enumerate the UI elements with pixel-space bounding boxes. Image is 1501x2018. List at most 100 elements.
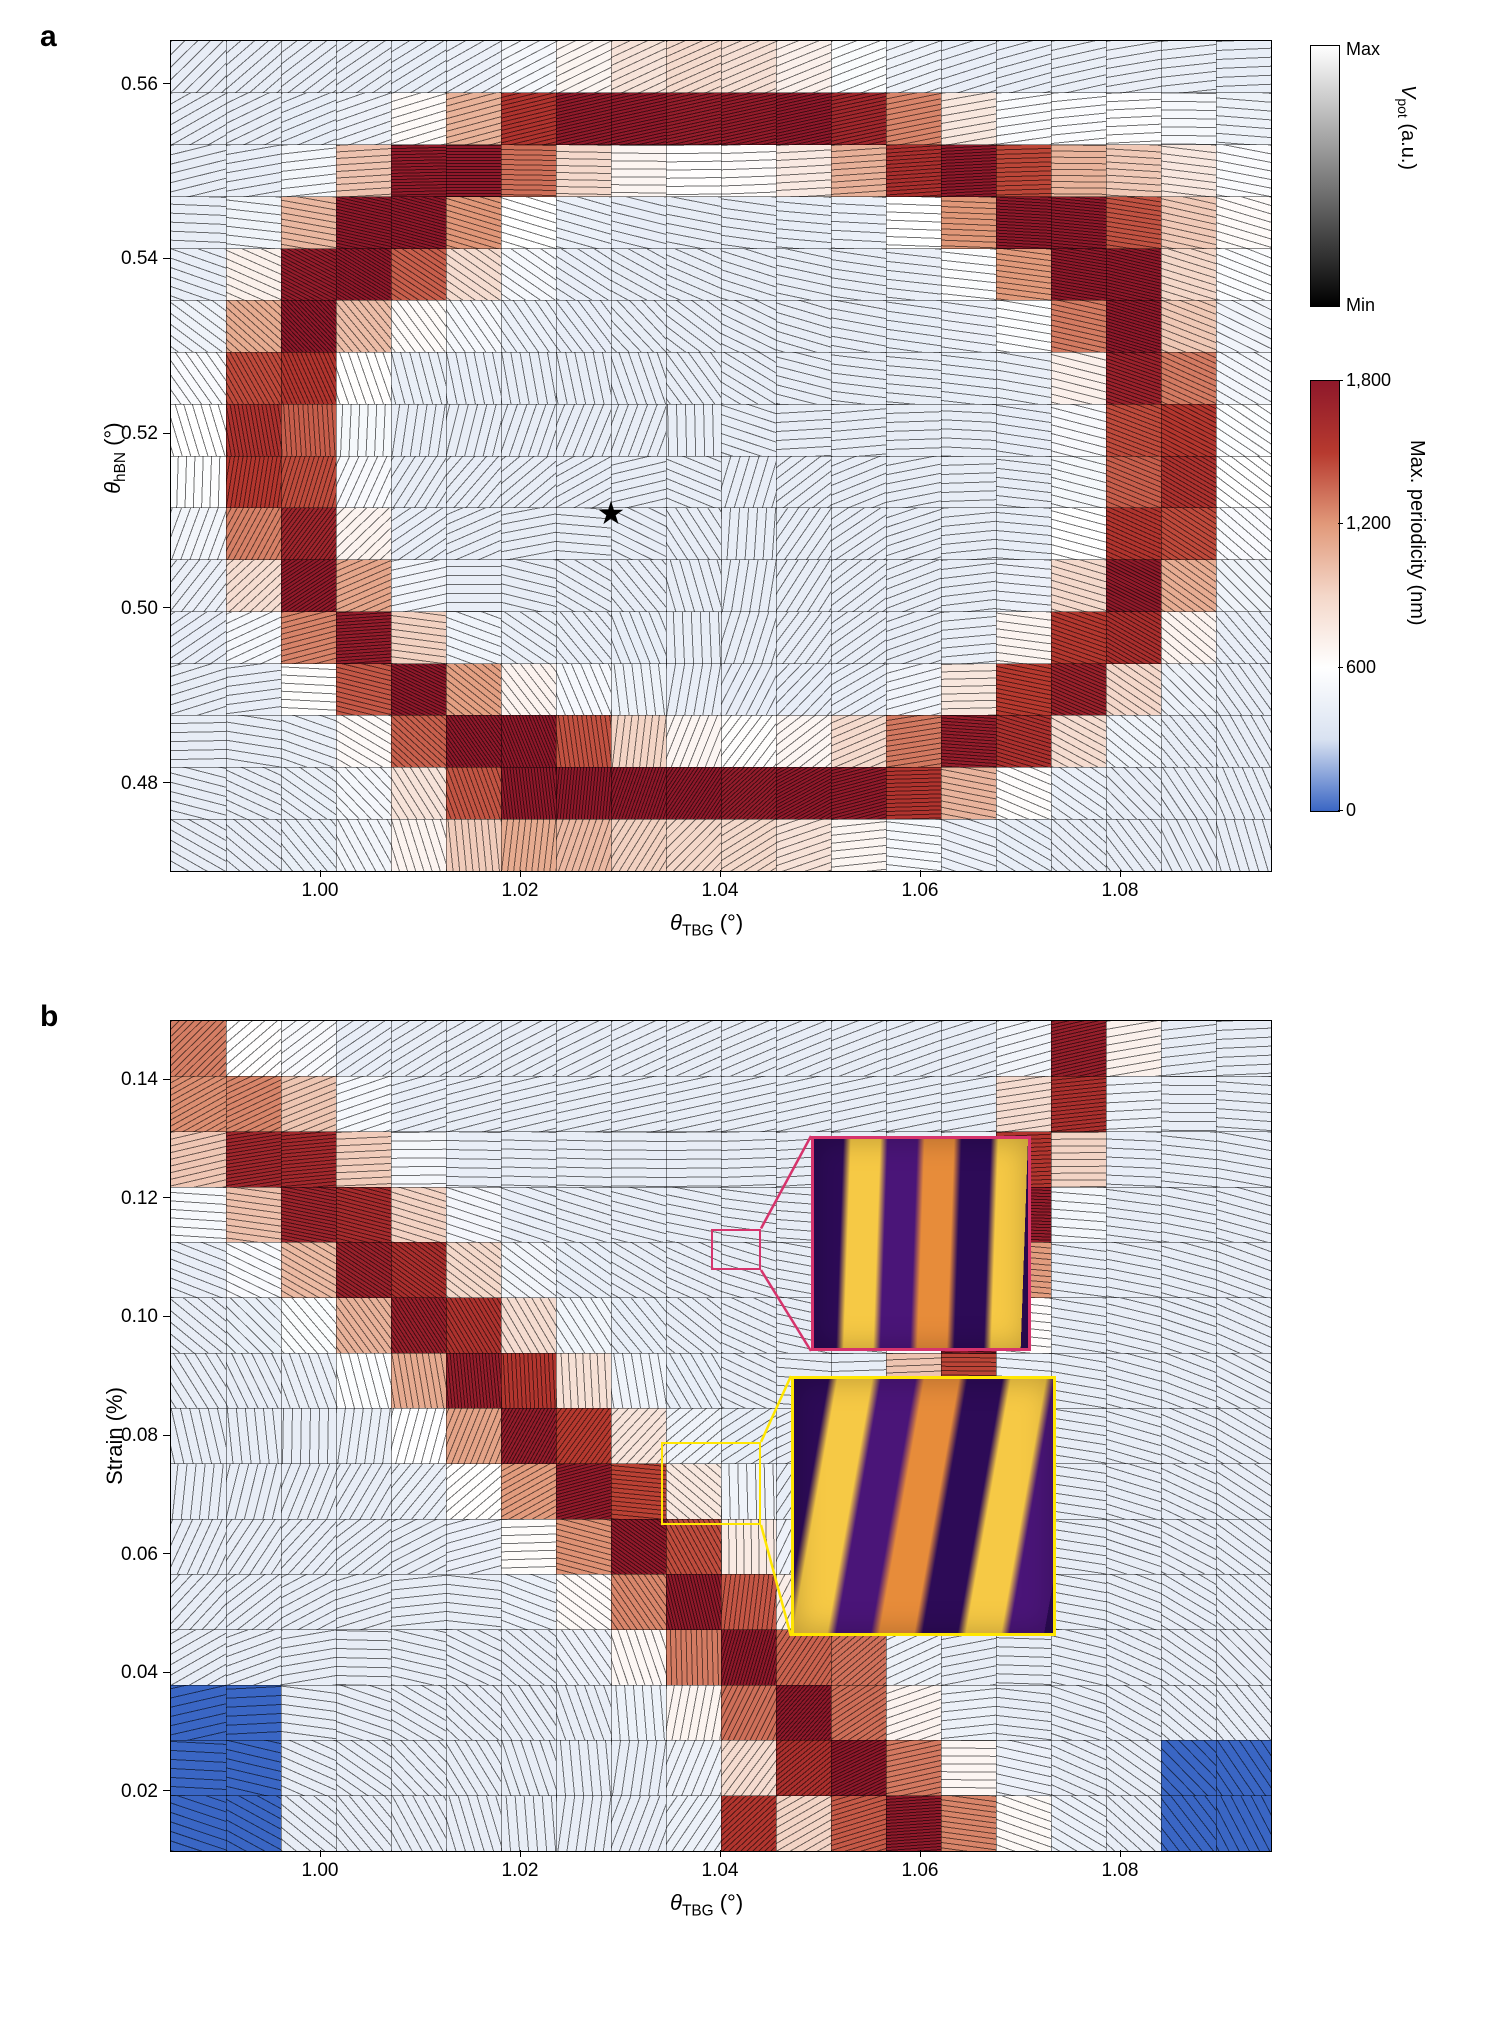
mosaic-cell	[226, 249, 282, 301]
mosaic-cell	[611, 1464, 667, 1520]
mosaic-cell	[886, 1796, 942, 1852]
mosaic-cell	[721, 1740, 777, 1796]
mosaic-cell	[556, 1574, 612, 1630]
mosaic-cell	[1106, 1519, 1162, 1575]
mosaic-cell	[281, 1187, 337, 1243]
mosaic-cell	[611, 819, 667, 871]
mosaic-cell	[1051, 1630, 1107, 1686]
mosaic-cell	[776, 300, 832, 352]
mosaic-cell	[996, 1076, 1052, 1132]
mosaic-cell	[1216, 456, 1272, 508]
mosaic-cell	[171, 1519, 227, 1575]
mosaic-cell	[391, 456, 447, 508]
mosaic-cell	[776, 612, 832, 664]
mosaic-cell	[556, 93, 612, 145]
mosaic-cell	[1106, 1298, 1162, 1354]
mosaic-cell	[391, 1796, 447, 1852]
mosaic-cell	[1216, 352, 1272, 404]
mosaic-cell	[831, 1796, 887, 1852]
mosaic-cell	[886, 715, 942, 767]
mosaic-cell	[556, 1076, 612, 1132]
mosaic-cell	[721, 1353, 777, 1409]
mosaic-cell	[336, 1298, 392, 1354]
mosaic-cell	[666, 404, 722, 456]
grid-vline	[556, 1021, 557, 1851]
mosaic-cell	[1106, 352, 1162, 404]
mosaic-cell	[556, 300, 612, 352]
mosaic-cell	[556, 767, 612, 819]
mosaic-cell	[1216, 404, 1272, 456]
mosaic-cell	[996, 41, 1052, 93]
grid-hline	[171, 767, 1271, 768]
mosaic-cell	[1051, 612, 1107, 664]
mosaic-cell	[776, 1021, 832, 1077]
mosaic-cell	[501, 1353, 557, 1409]
mosaic-cell	[556, 664, 612, 716]
mosaic-cell	[1051, 197, 1107, 249]
mosaic-cell	[666, 1298, 722, 1354]
mosaic-cell	[776, 664, 832, 716]
mosaic-cell	[776, 145, 832, 197]
mosaic-cell	[1161, 664, 1217, 716]
grid-vline	[1216, 1021, 1217, 1851]
mosaic-cell	[886, 819, 942, 871]
mosaic-cell	[886, 456, 942, 508]
mosaic-cell	[556, 1242, 612, 1298]
mosaic-cell	[1216, 1021, 1272, 1077]
mosaic-cell	[1051, 1076, 1107, 1132]
mosaic-cell	[1106, 767, 1162, 819]
mosaic-cell	[776, 352, 832, 404]
mosaic-cell	[721, 1021, 777, 1077]
mosaic-cell	[1216, 1132, 1272, 1188]
mosaic-cell	[281, 1630, 337, 1686]
mosaic-cell	[226, 404, 282, 456]
mosaic-cell	[666, 1574, 722, 1630]
star-marker: ★	[597, 494, 626, 532]
mosaic-cell	[556, 1132, 612, 1188]
mosaic-cell	[611, 1353, 667, 1409]
mosaic-cell	[776, 560, 832, 612]
mosaic-cell	[1051, 93, 1107, 145]
mosaic-cell	[501, 1464, 557, 1520]
mosaic-cell	[446, 404, 502, 456]
mosaic-cell	[1161, 1740, 1217, 1796]
mosaic-cell	[721, 145, 777, 197]
mosaic-cell	[1051, 1519, 1107, 1575]
mosaic-cell	[666, 664, 722, 716]
mosaic-cell	[226, 197, 282, 249]
mosaic-cell	[666, 93, 722, 145]
mosaic-cell	[556, 819, 612, 871]
xtick: 1.00	[302, 880, 339, 902]
mosaic-cell	[831, 249, 887, 301]
mosaic-cell	[941, 508, 997, 560]
mosaic-cell	[226, 1187, 282, 1243]
mosaic-cell	[1106, 1076, 1162, 1132]
mosaic-cell	[666, 1685, 722, 1741]
mosaic-cell	[886, 1630, 942, 1686]
mosaic-cell	[446, 456, 502, 508]
mosaic-cell	[281, 41, 337, 93]
mosaic-cell	[721, 456, 777, 508]
mosaic-cell	[226, 1740, 282, 1796]
mosaic-cell	[611, 1408, 667, 1464]
mosaic-cell	[501, 1408, 557, 1464]
mosaic-cell	[446, 1740, 502, 1796]
mosaic-cell	[446, 1242, 502, 1298]
mosaic-cell	[501, 300, 557, 352]
mosaic-cell	[831, 560, 887, 612]
mosaic-cell	[391, 819, 447, 871]
mosaic-cell	[1216, 612, 1272, 664]
mosaic-cell	[446, 612, 502, 664]
panel-a-xlabel: θTBG (°)	[670, 910, 743, 940]
mosaic-cell	[1161, 1464, 1217, 1520]
grid-vline	[611, 1021, 612, 1851]
mosaic-cell	[1161, 1408, 1217, 1464]
mosaic-cell	[226, 1298, 282, 1354]
grid-vline	[501, 1021, 502, 1851]
mosaic-cell	[776, 1076, 832, 1132]
mosaic-cell	[281, 1519, 337, 1575]
grid-vline	[666, 1021, 667, 1851]
mosaic-cell	[611, 93, 667, 145]
mosaic-cell	[831, 715, 887, 767]
mosaic-cell	[446, 560, 502, 612]
